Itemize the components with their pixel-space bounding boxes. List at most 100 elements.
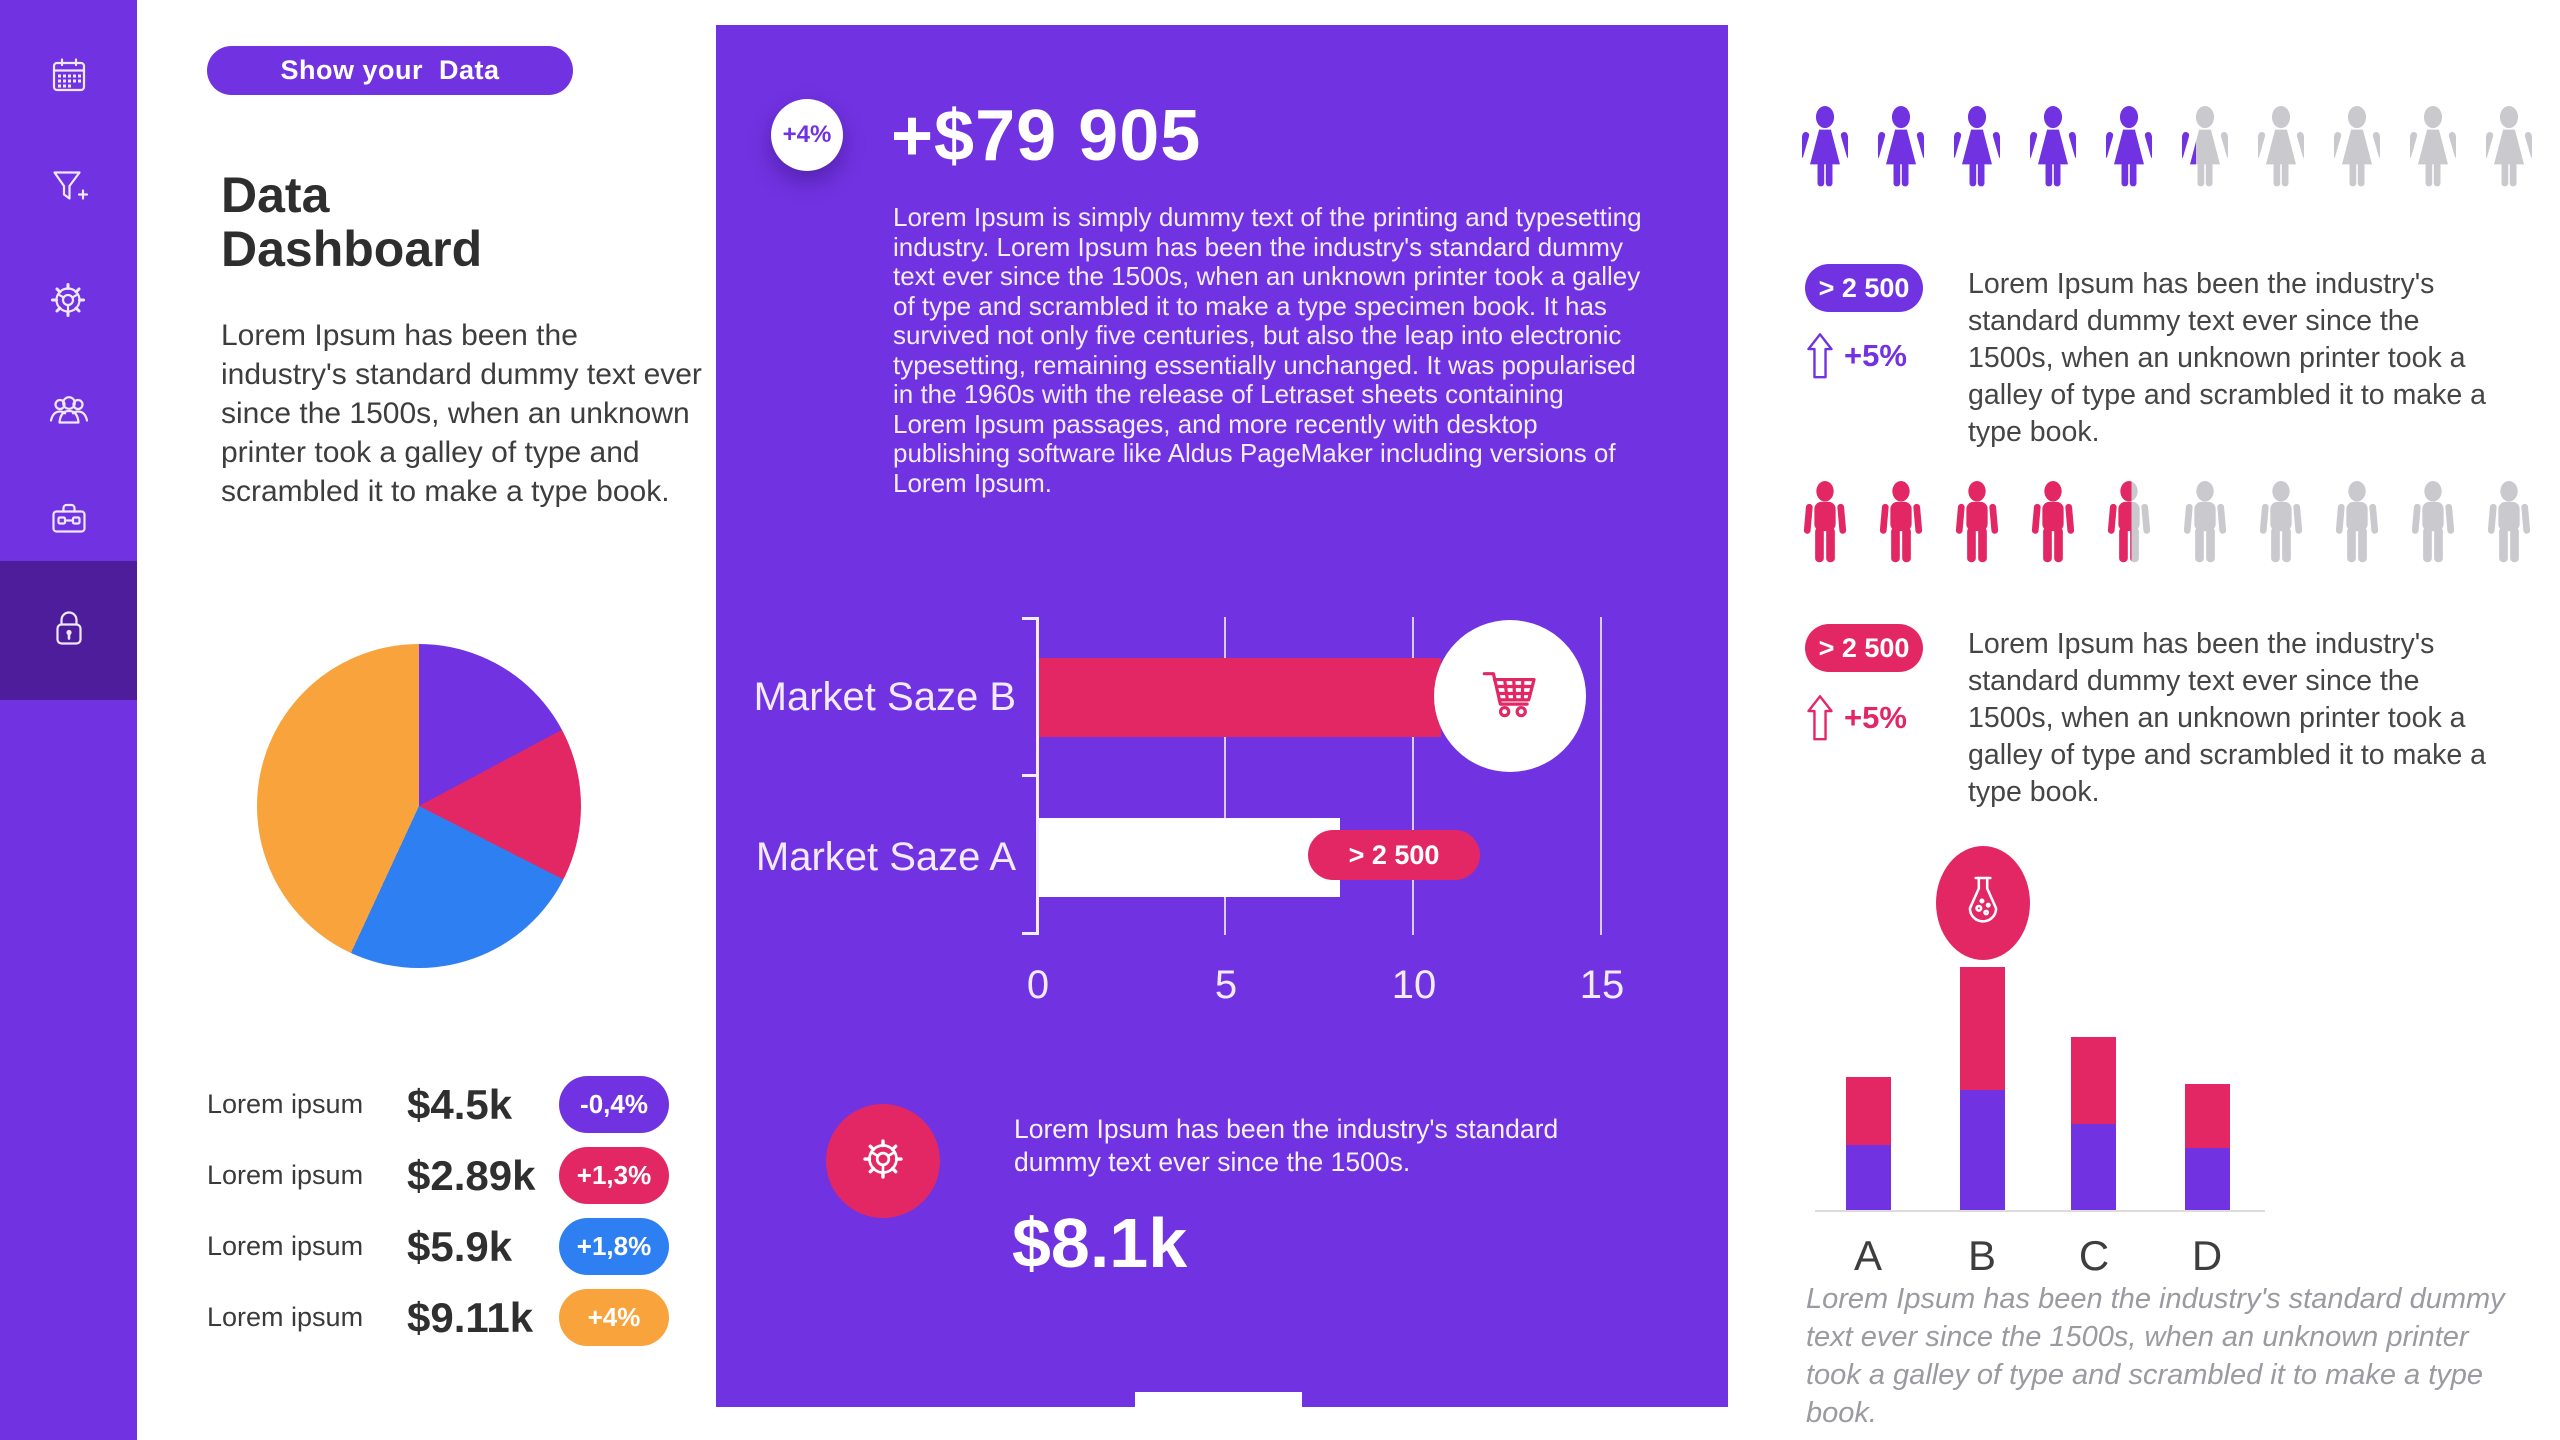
segment-purple <box>1846 1145 1891 1210</box>
stat-delta: +5% <box>1844 700 1907 735</box>
sidebar <box>0 0 137 1440</box>
x-tick-label: 5 <box>1214 963 1238 1007</box>
category-label: B <box>1967 1232 1996 1279</box>
kpi-row: Lorem ipsum $9.11k +4% <box>207 1289 669 1346</box>
filter-add-icon <box>47 164 91 213</box>
users-icon <box>47 388 91 437</box>
gridline-15 <box>1600 617 1602 935</box>
stat-badge: > 2 500 <box>1805 624 1923 672</box>
category-label: C <box>2078 1232 2110 1279</box>
bar-market-b <box>1039 658 1442 737</box>
kpi-label: Lorem ipsum <box>207 1160 364 1190</box>
footnote-caption: Lorem Ipsum has been the industry's stan… <box>1806 1283 2505 1429</box>
panel-amount: $8.1k <box>1012 1204 1188 1282</box>
gear-steering-icon <box>856 1132 910 1191</box>
lock-icon <box>47 606 91 655</box>
flask-icon <box>1960 873 2006 934</box>
person-woman-icon <box>1802 106 1848 187</box>
bar-label-b: Market Saze B <box>753 675 1016 719</box>
pie-chart <box>257 644 581 968</box>
sidebar-item-calendar[interactable] <box>0 23 137 133</box>
category-label: A <box>1853 1232 1882 1279</box>
gear-marker <box>826 1104 940 1218</box>
sidebar-item-users[interactable] <box>0 357 137 467</box>
value-pill: > 2 500 <box>1308 830 1480 880</box>
person-man-icon <box>2031 481 2075 563</box>
panel-note: Lorem Ipsum has been the industry's stan… <box>1014 1114 1559 1177</box>
axis-tick <box>1022 932 1039 935</box>
person-man-icon <box>1955 481 1999 563</box>
person-man-icon <box>1803 481 1847 563</box>
person-man-icon <box>2183 481 2227 563</box>
cart-icon <box>1479 667 1541 726</box>
person-woman-icon <box>2334 106 2380 187</box>
person-man-icon <box>2259 481 2303 563</box>
flask-marker <box>1936 846 2030 960</box>
arrow-up-icon <box>1806 332 1834 380</box>
kpi-delta-badge: +1,8% <box>559 1218 669 1275</box>
pictograph-men <box>1802 481 2560 568</box>
percent-badge: +4% <box>771 99 843 171</box>
kpi-label: Lorem ipsum <box>207 1231 364 1261</box>
person-man-icon <box>2487 481 2531 563</box>
person-woman-icon <box>1954 106 2000 187</box>
segment-purple <box>2185 1148 2230 1210</box>
headline-amount: +$79 905 <box>891 96 1202 176</box>
bar-market-a <box>1039 818 1340 897</box>
gear-icon <box>47 278 91 327</box>
person-woman-icon <box>2030 106 2076 187</box>
kpi-value: $9.11k <box>407 1293 534 1341</box>
person-woman-icon <box>2410 106 2456 187</box>
kpi-label: Lorem ipsum <box>207 1089 364 1119</box>
kpi-delta-badge: -0,4% <box>559 1076 669 1133</box>
stat-text: Lorem Ipsum has been the industry's stan… <box>1968 268 2487 448</box>
person-woman-icon <box>1878 106 1924 187</box>
x-tick-label: 15 <box>1579 963 1625 1007</box>
axis-tick <box>1022 774 1039 777</box>
segment-pink <box>1960 967 2005 1090</box>
sidebar-item-security[interactable] <box>0 561 137 700</box>
kpi-value: $4.5k <box>407 1080 513 1128</box>
category-label: D <box>2191 1232 2223 1279</box>
segment-pink <box>2185 1084 2230 1148</box>
sidebar-item-briefcase[interactable] <box>0 465 137 575</box>
stat-badge: > 2 500 <box>1805 264 1923 312</box>
stacked-bar-B <box>1960 967 2005 1210</box>
kpi-value: $5.9k <box>407 1222 513 1270</box>
kpi-row: Lorem ipsum $4.5k -0,4% <box>207 1076 669 1133</box>
axis-tick <box>1022 617 1039 620</box>
segment-pink <box>1846 1077 1891 1145</box>
person-woman-icon <box>2258 106 2304 187</box>
bar-label-a: Market Saze A <box>755 835 1016 879</box>
person-man-icon <box>1879 481 1923 563</box>
stat-delta: +5% <box>1844 338 1907 373</box>
stacked-bar-C <box>2071 1037 2116 1210</box>
show-data-button[interactable]: Show your Data <box>207 46 573 95</box>
person-man-icon <box>2335 481 2379 563</box>
sidebar-item-filter[interactable] <box>0 133 137 243</box>
cart-marker <box>1434 620 1586 772</box>
stacked-bar-A <box>1846 1077 1891 1210</box>
stacked-bar-chart <box>1815 967 2265 1212</box>
person-woman-icon <box>2486 106 2532 187</box>
kpi-row: Lorem ipsum $2.89k +1,3% <box>207 1147 669 1204</box>
page-title: Data Dashboard <box>221 167 483 277</box>
intro-paragraph: Lorem Ipsum has been the industry's stan… <box>221 319 702 508</box>
segment-purple <box>2071 1124 2116 1210</box>
person-woman-icon <box>2182 106 2228 187</box>
kpi-list: Lorem ipsum $4.5k -0,4% Lorem ipsum $2.89k +1… <box>207 1076 669 1360</box>
segment-pink <box>2071 1037 2116 1124</box>
calendar-icon <box>47 54 91 103</box>
person-woman-icon <box>2106 106 2152 187</box>
sidebar-item-settings[interactable] <box>0 247 137 357</box>
main-panel: +4% +$79 905 Lorem Ipsum is simply dummy… <box>716 25 1728 1407</box>
stacked-bar-D <box>2185 1084 2230 1210</box>
arrow-up-icon <box>1806 694 1834 742</box>
person-man-icon <box>2411 481 2455 563</box>
stat-text: Lorem Ipsum has been the industry's stan… <box>1968 628 2487 808</box>
kpi-delta-badge: +1,3% <box>559 1147 669 1204</box>
gridline-5 <box>1224 617 1226 935</box>
x-axis-line <box>1815 1210 2265 1212</box>
x-tick-label: 0 <box>1026 963 1050 1007</box>
x-tick-label: 10 <box>1391 963 1437 1007</box>
